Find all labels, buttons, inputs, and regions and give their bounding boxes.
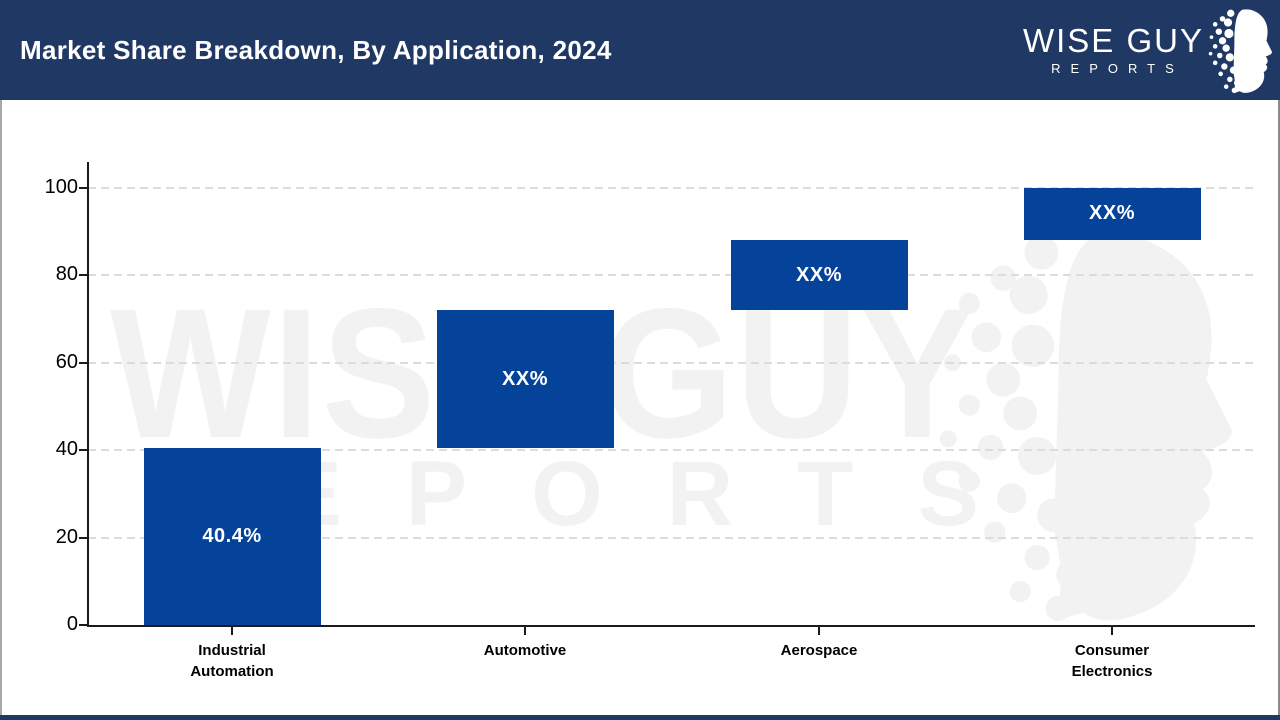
y-tick-mark <box>79 624 88 626</box>
y-tick-label: 0 <box>66 613 78 635</box>
logo-wordmark: WISE GUY <box>1022 22 1204 59</box>
bar-aerospace: XX% <box>730 240 908 310</box>
gridline <box>88 536 1255 539</box>
chart-area: WISE GUY REPORTS 40.4% XX% XX% XX% 0 20 40 60 8… <box>0 100 1280 716</box>
y-tick-label: 60 <box>55 350 78 373</box>
y-tick-label: 80 <box>55 263 78 285</box>
gridline <box>88 186 1255 189</box>
y-tick-label: 40 <box>55 438 78 460</box>
y-tick-mark <box>79 361 88 364</box>
gridline <box>88 449 1255 451</box>
wise-guy-logo: WISE GUY REPORTS <box>1023 0 1272 100</box>
header: Market Share Breakdown, By Application, … <box>0 0 1280 100</box>
y-tick-mark <box>79 449 88 451</box>
bar-value-label: XX% <box>796 263 842 286</box>
x-axis-line <box>87 625 1255 627</box>
x-category-label: Consumer Electronics <box>1071 642 1153 680</box>
bar-consumer-electronics: XX% <box>1023 187 1201 240</box>
bar-value-label: XX% <box>502 367 548 390</box>
x-category-label: Aerospace <box>780 642 858 659</box>
x-tick-mark <box>524 627 526 635</box>
y-tick-label: 20 <box>55 525 78 548</box>
bar-value-label: XX% <box>1089 202 1135 225</box>
page-title: Market Share Breakdown, By Application, … <box>20 34 612 65</box>
gridline <box>88 361 1255 364</box>
y-tick-mark <box>79 274 88 276</box>
footer-bar <box>0 715 1280 720</box>
logo-head-icon <box>1206 5 1272 95</box>
y-tick-mark <box>79 536 88 539</box>
bar-industrial-automation: 40.4% <box>143 448 321 625</box>
x-category-label: Automotive <box>483 642 567 659</box>
logo-subtitle: REPORTS <box>1051 61 1184 76</box>
watermark-head-icon <box>927 218 1232 626</box>
y-tick-mark <box>79 186 88 189</box>
y-axis-line <box>87 162 89 627</box>
gridline <box>88 274 1255 276</box>
bar-value-label: 40.4% <box>202 525 262 548</box>
bar-automotive: XX% <box>436 310 614 449</box>
y-tick-label: 100 <box>44 175 78 198</box>
x-tick-mark <box>1111 627 1113 635</box>
x-category-label: Industrial Automation <box>190 642 274 680</box>
x-tick-mark <box>818 627 820 635</box>
x-tick-mark <box>231 627 233 635</box>
